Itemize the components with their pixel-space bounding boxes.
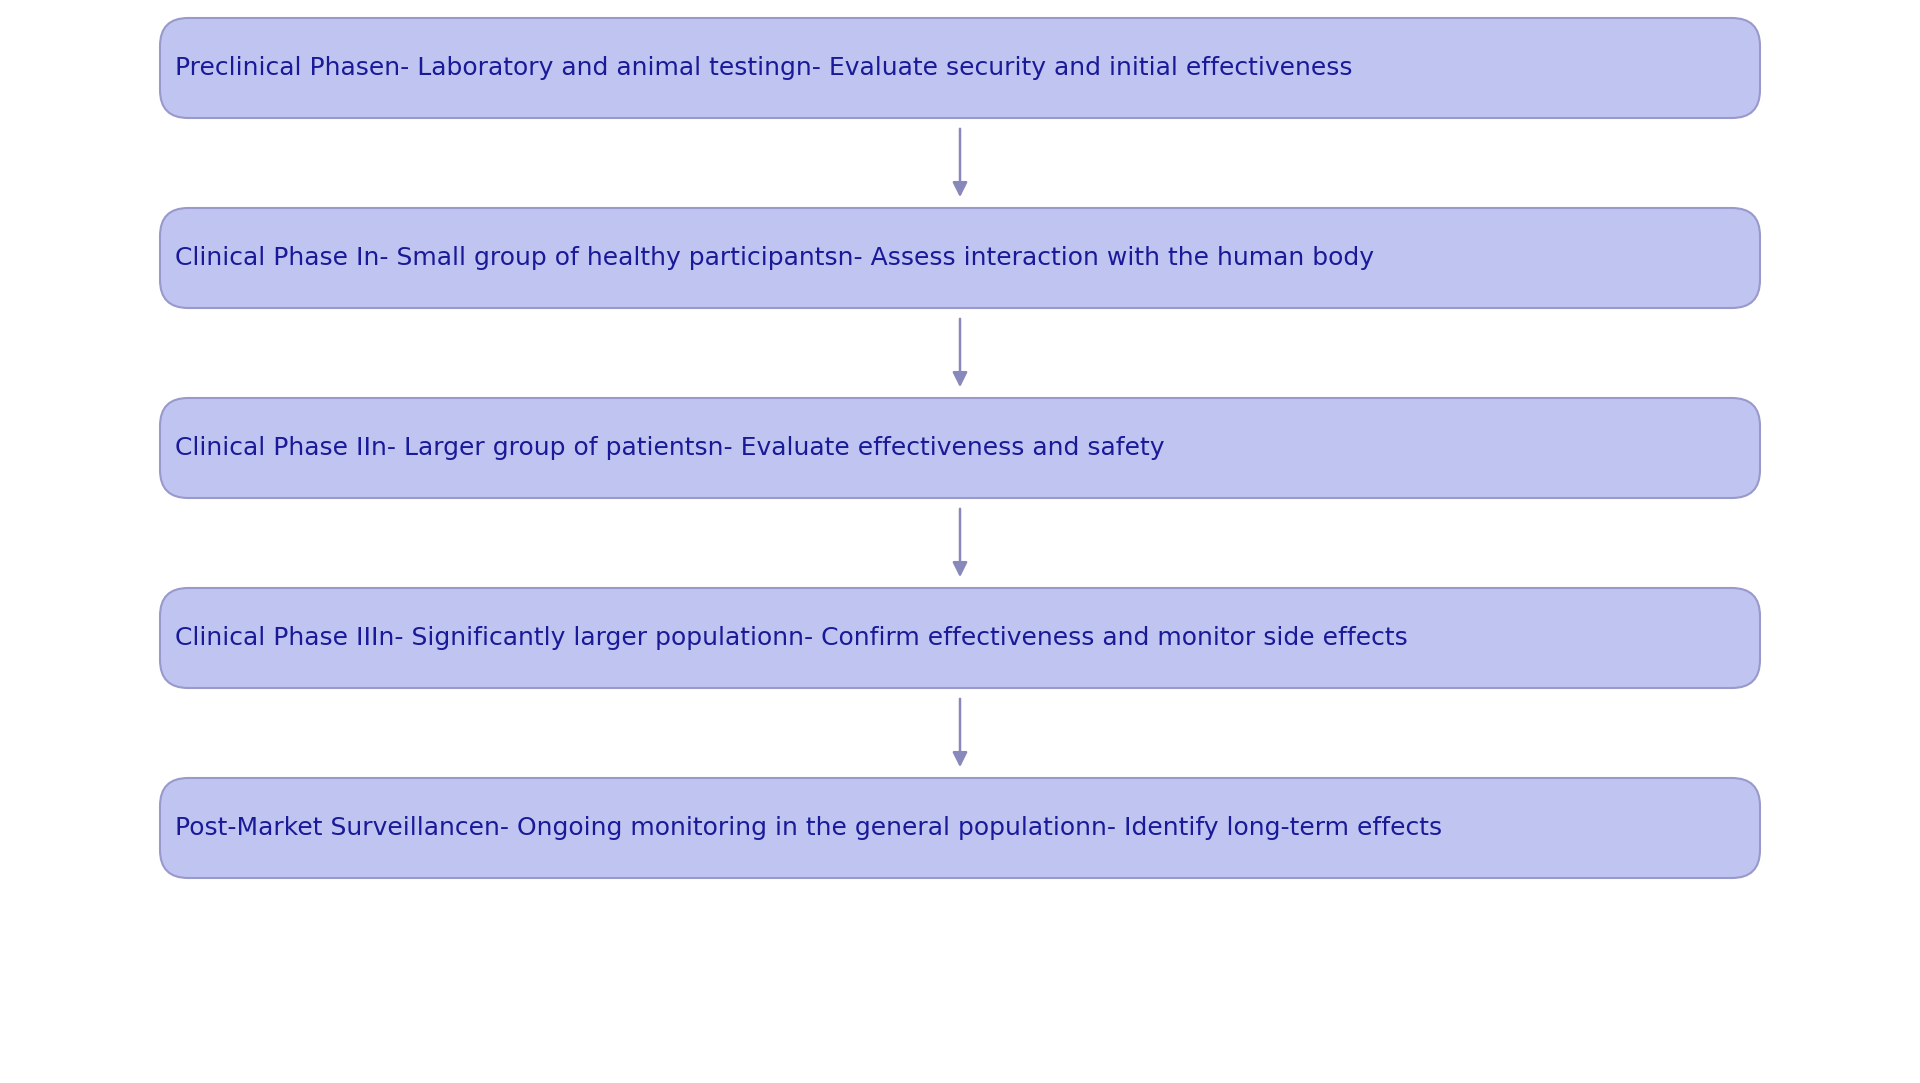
- FancyBboxPatch shape: [159, 18, 1761, 118]
- FancyBboxPatch shape: [159, 208, 1761, 308]
- Text: Preclinical Phasen- Laboratory and animal testingn- Evaluate security and initia: Preclinical Phasen- Laboratory and anima…: [175, 56, 1352, 80]
- Text: Clinical Phase IIIn- Significantly larger populationn- Confirm effectiveness and: Clinical Phase IIIn- Significantly large…: [175, 626, 1407, 650]
- FancyBboxPatch shape: [159, 588, 1761, 688]
- Text: Clinical Phase IIn- Larger group of patientsn- Evaluate effectiveness and safety: Clinical Phase IIn- Larger group of pati…: [175, 436, 1165, 460]
- FancyBboxPatch shape: [159, 397, 1761, 498]
- Text: Clinical Phase In- Small group of healthy participantsn- Assess interaction with: Clinical Phase In- Small group of health…: [175, 246, 1375, 270]
- Text: Post-Market Surveillancen- Ongoing monitoring in the general populationn- Identi: Post-Market Surveillancen- Ongoing monit…: [175, 815, 1442, 840]
- FancyBboxPatch shape: [159, 778, 1761, 878]
